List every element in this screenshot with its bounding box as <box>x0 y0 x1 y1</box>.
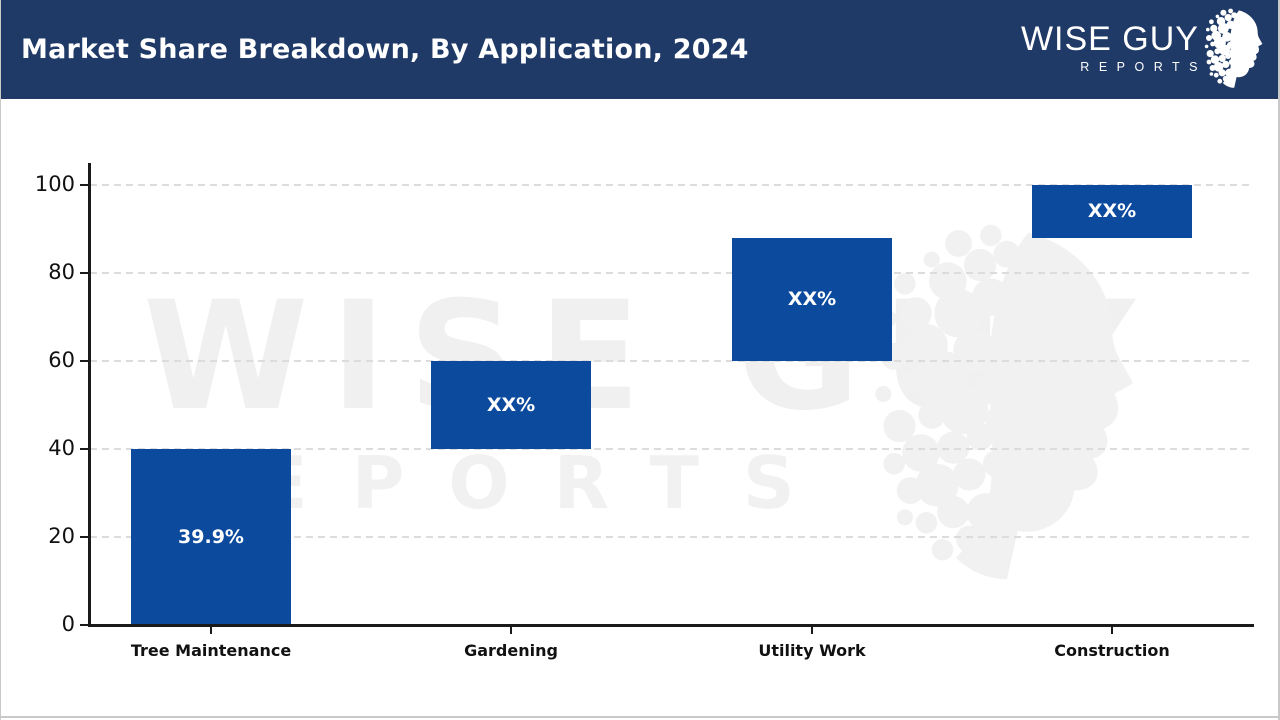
y-tick-label-20: 20 <box>48 524 75 548</box>
page-bottom-border <box>1 716 1278 718</box>
gridline-60 <box>90 360 1254 362</box>
y-tick-80 <box>80 272 88 274</box>
y-tick-label-40: 40 <box>48 436 75 460</box>
x-tick-utility-work <box>811 626 813 634</box>
gridline-20 <box>90 536 1254 538</box>
header-bar: Market Share Breakdown, By Application, … <box>1 0 1278 99</box>
x-tick-tree-maintenance <box>210 626 212 634</box>
y-axis-line <box>88 163 91 627</box>
y-tick-60 <box>80 360 88 362</box>
gridline-80 <box>90 272 1254 274</box>
bar-utility-work <box>732 237 892 361</box>
y-tick-label-0: 0 <box>61 612 75 636</box>
logo-wordmark-line1: WISE GUY <box>1020 19 1199 58</box>
gridline-40 <box>90 448 1254 450</box>
bar-value-label-tree-maintenance: 39.9% <box>178 526 244 549</box>
head-silhouette-icon <box>1204 8 1263 88</box>
x-tick-construction <box>1111 626 1113 634</box>
y-tick-100 <box>80 184 88 186</box>
y-tick-label-100: 100 <box>34 172 75 196</box>
plot-area: 39.9% XX% XX% XX% <box>90 163 1254 625</box>
category-label-tree-maintenance: Tree Maintenance <box>130 641 292 660</box>
y-tick-20 <box>80 536 88 538</box>
logo-wordmark: WISE GUY REPORTS <box>1021 21 1199 74</box>
y-tick-0 <box>80 624 88 626</box>
category-label-gardening: Gardening <box>464 641 558 660</box>
chart-title: Market Share Breakdown, By Application, … <box>21 34 749 65</box>
y-tick-40 <box>80 448 88 450</box>
category-label-construction: Construction <box>1054 641 1170 660</box>
category-label-utility-work: Utility Work <box>758 641 866 660</box>
logo-wordmark-line2: REPORTS <box>1080 59 1207 74</box>
bar-gardening <box>431 361 591 450</box>
bar-value-label-construction: XX% <box>1087 200 1137 223</box>
bar-tree-maintenance <box>131 449 291 625</box>
gridline-100 <box>90 184 1254 186</box>
bar-value-label-utility-work: XX% <box>787 288 837 311</box>
y-tick-label-80: 80 <box>48 260 75 284</box>
bar-value-label-gardening: XX% <box>486 394 536 417</box>
wiseguy-logo: WISE GUY REPORTS <box>1021 4 1269 96</box>
bar-construction <box>1032 185 1192 238</box>
x-axis-line <box>88 624 1254 627</box>
y-tick-label-60: 60 <box>48 348 75 372</box>
x-tick-gardening <box>510 626 512 634</box>
